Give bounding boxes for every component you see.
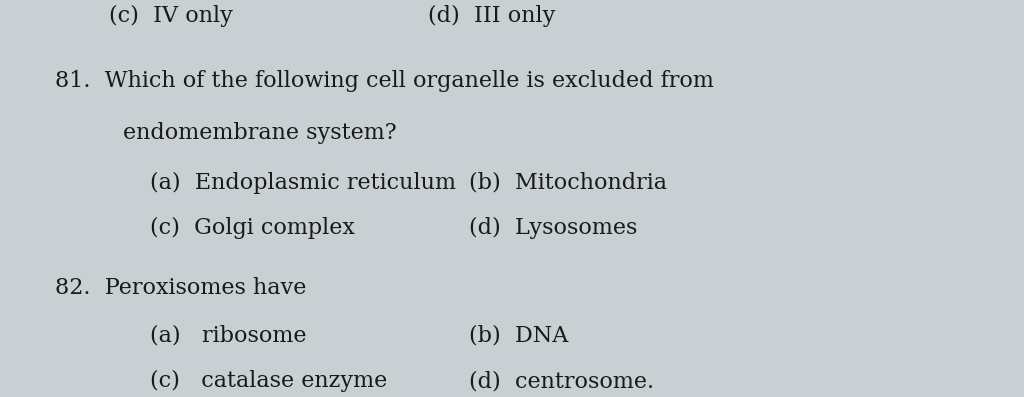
Text: (d)  Lysosomes: (d) Lysosomes (469, 217, 638, 239)
Text: (c)  IV only: (c) IV only (110, 5, 233, 27)
Text: (d)  III only: (d) III only (428, 5, 556, 27)
Text: (b)  DNA: (b) DNA (469, 324, 568, 347)
Text: 82.  Peroxisomes have: 82. Peroxisomes have (54, 277, 306, 299)
Text: 81.  Which of the following cell organelle is excluded from: 81. Which of the following cell organell… (54, 70, 714, 93)
Text: (b)  Mitochondria: (b) Mitochondria (469, 172, 668, 194)
Text: (a)   ribosome: (a) ribosome (151, 324, 307, 347)
Text: (d)  centrosome.: (d) centrosome. (469, 370, 654, 392)
Text: (a)  Endoplasmic reticulum: (a) Endoplasmic reticulum (151, 172, 457, 194)
Text: endomembrane system?: endomembrane system? (123, 122, 396, 144)
Text: (c)   catalase enzyme: (c) catalase enzyme (151, 370, 388, 392)
Text: (c)  Golgi complex: (c) Golgi complex (151, 217, 355, 239)
